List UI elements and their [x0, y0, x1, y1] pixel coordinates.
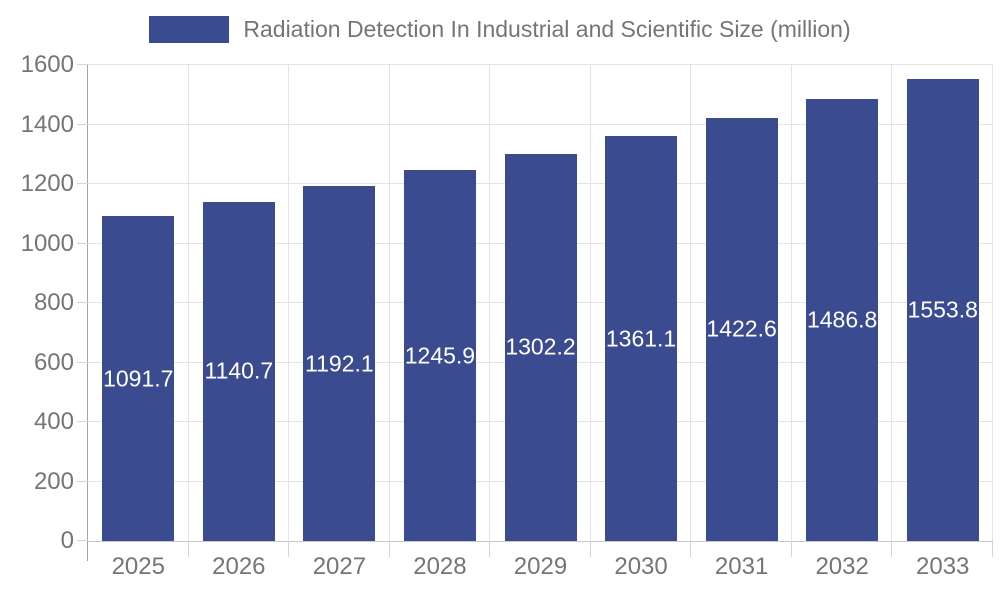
y-tick-label: 800	[33, 289, 74, 316]
v-gridline	[589, 65, 591, 541]
legend-label: Radiation Detection In Industrial and Sc…	[243, 16, 851, 42]
x-tick-label: 2029	[513, 553, 568, 580]
bar-value-label: 1140.7	[204, 357, 274, 384]
bar: 1422.6	[705, 117, 778, 541]
bar-value-label: 1361.1	[605, 325, 677, 352]
y-tick-label: 400	[33, 408, 74, 435]
bar: 1302.2	[504, 153, 577, 541]
bar-value-label: 1245.9	[404, 342, 476, 369]
x-tick	[891, 542, 893, 557]
bar: 1553.8	[906, 78, 979, 541]
bar: 1140.7	[202, 201, 275, 541]
legend[interactable]: Radiation Detection In Industrial and Sc…	[0, 16, 1000, 43]
y-tick	[77, 123, 88, 125]
v-gridline	[992, 65, 993, 541]
v-gridline	[187, 65, 189, 541]
plot-area: 1091.7 1140.7 1192.1 1245.9 1302.2 1361.1 1422…	[88, 64, 993, 542]
y-axis-line	[87, 64, 88, 561]
y-tick-label: 0	[60, 527, 74, 554]
v-gridline	[891, 65, 893, 541]
x-tick	[992, 542, 993, 557]
y-tick	[77, 302, 88, 303]
v-gridline	[690, 65, 692, 541]
x-tick-label: 2033	[916, 553, 970, 580]
bar-value-label: 1486.8	[806, 306, 878, 333]
y-tick	[77, 183, 88, 184]
h-gridline	[88, 64, 993, 65]
y-tick	[77, 480, 88, 482]
legend-swatch	[149, 16, 230, 43]
v-gridline	[388, 65, 390, 541]
bar-value-label: 1553.8	[907, 296, 978, 323]
x-tick-label: 2030	[614, 553, 668, 580]
y-tick-label: 1200	[20, 170, 74, 197]
y-tick	[77, 361, 88, 363]
y-tick-label: 600	[33, 348, 74, 376]
y-tick	[77, 64, 88, 65]
x-tick-label: 2026	[212, 553, 266, 580]
x-tick-label: 2028	[413, 553, 467, 580]
bar-value-label: 1192.1	[305, 350, 374, 377]
bar: 1192.1	[303, 186, 376, 541]
y-tick	[77, 421, 88, 422]
y-tick	[77, 540, 88, 541]
bar: 1486.8	[806, 98, 879, 541]
bar-value-label: 1091.7	[103, 365, 174, 392]
v-gridline	[489, 65, 491, 541]
bar-value-label: 1302.2	[505, 333, 576, 360]
x-tick	[589, 542, 591, 557]
bar: 1361.1	[605, 136, 678, 541]
x-tick	[489, 542, 491, 557]
v-gridline	[790, 65, 792, 541]
x-tick	[388, 542, 390, 557]
y-tick-label: 200	[33, 467, 74, 495]
bar-value-label: 1422.6	[706, 315, 777, 342]
y-tick-label: 1400	[20, 110, 74, 138]
y-tick-label: 1000	[20, 229, 74, 257]
x-tick	[690, 542, 692, 557]
x-tick	[288, 542, 290, 557]
x-tick	[790, 542, 792, 557]
bar: 1091.7	[102, 216, 175, 541]
h-gridline	[88, 123, 993, 125]
bar: 1245.9	[403, 170, 476, 541]
y-tick	[77, 242, 88, 244]
x-tick-label: 2031	[714, 553, 769, 580]
x-tick-label: 2027	[312, 553, 367, 580]
x-tick-label: 2025	[111, 553, 165, 580]
v-gridline	[288, 65, 290, 541]
x-tick-label: 2032	[815, 553, 869, 580]
x-tick	[187, 542, 189, 557]
y-tick-label: 1600	[20, 51, 74, 78]
